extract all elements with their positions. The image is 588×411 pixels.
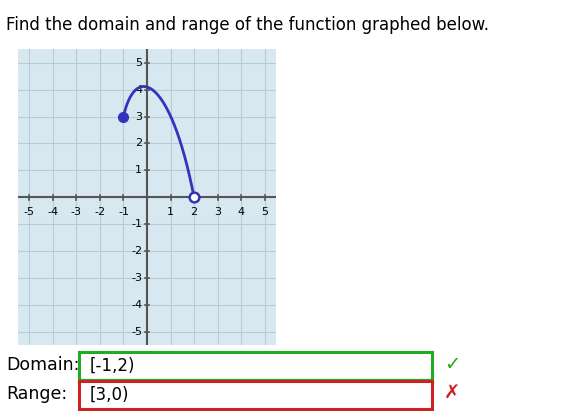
- Text: [3,0): [3,0): [90, 386, 129, 404]
- Text: -3: -3: [71, 207, 82, 217]
- Text: 2: 2: [135, 139, 142, 148]
- Text: Domain:: Domain:: [6, 356, 79, 374]
- Text: 4: 4: [238, 207, 245, 217]
- Text: -5: -5: [131, 327, 142, 337]
- Text: -1: -1: [118, 207, 129, 217]
- Text: Find the domain and range of the function graphed below.: Find the domain and range of the functio…: [6, 16, 489, 35]
- Text: 4: 4: [135, 85, 142, 95]
- Text: ✓: ✓: [444, 356, 460, 374]
- Text: -5: -5: [24, 207, 35, 217]
- Text: 1: 1: [167, 207, 174, 217]
- Text: ✗: ✗: [444, 384, 460, 403]
- Text: 3: 3: [214, 207, 221, 217]
- Text: -3: -3: [131, 273, 142, 283]
- Text: 2: 2: [191, 207, 198, 217]
- Text: -4: -4: [48, 207, 58, 217]
- Text: -4: -4: [131, 300, 142, 310]
- Text: Range:: Range:: [6, 385, 67, 403]
- Text: 5: 5: [135, 58, 142, 68]
- Text: -1: -1: [131, 219, 142, 229]
- Text: [-1,2): [-1,2): [90, 357, 135, 375]
- Text: -2: -2: [131, 246, 142, 256]
- Text: 1: 1: [135, 165, 142, 175]
- Text: 5: 5: [261, 207, 268, 217]
- Text: -2: -2: [95, 207, 105, 217]
- Text: 3: 3: [135, 111, 142, 122]
